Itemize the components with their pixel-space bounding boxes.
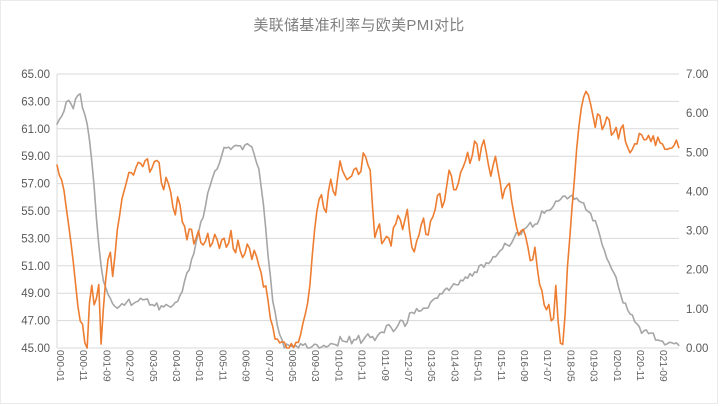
svg-text:008-05: 008-05: [286, 350, 297, 382]
svg-text:47.00: 47.00: [21, 316, 50, 328]
svg-text:014-03: 014-03: [448, 350, 459, 382]
svg-text:011-09: 011-09: [379, 350, 390, 381]
svg-text:015-01: 015-01: [472, 350, 483, 382]
svg-text:021-09: 021-09: [657, 350, 668, 382]
svg-text:017-07: 017-07: [541, 350, 552, 382]
svg-text:6.00: 6.00: [686, 108, 708, 120]
svg-text:63.00: 63.00: [21, 96, 50, 108]
svg-text:61.00: 61.00: [21, 124, 50, 136]
svg-text:016-09: 016-09: [518, 350, 529, 382]
svg-text:51.00: 51.00: [21, 261, 50, 273]
svg-text:5.00: 5.00: [686, 147, 708, 159]
svg-text:015-11: 015-11: [495, 350, 506, 381]
svg-text:005-11: 005-11: [216, 350, 227, 381]
svg-text:020-01: 020-01: [611, 350, 622, 382]
svg-text:0.00: 0.00: [686, 343, 708, 355]
svg-text:012-07: 012-07: [402, 350, 413, 382]
svg-text:7.00: 7.00: [686, 69, 708, 81]
svg-text:018-05: 018-05: [564, 350, 575, 382]
svg-text:000-11: 000-11: [77, 350, 88, 381]
svg-text:65.00: 65.00: [21, 69, 50, 81]
svg-text:1.00: 1.00: [686, 304, 708, 316]
svg-text:45.00: 45.00: [21, 343, 50, 355]
svg-text:020-11: 020-11: [634, 350, 645, 381]
svg-text:009-03: 009-03: [309, 350, 320, 382]
svg-text:3.00: 3.00: [686, 226, 708, 238]
svg-text:004-03: 004-03: [170, 350, 181, 382]
svg-text:57.00: 57.00: [21, 179, 50, 191]
svg-text:003-05: 003-05: [147, 350, 158, 382]
svg-text:010-01: 010-01: [332, 350, 343, 382]
svg-text:2.00: 2.00: [686, 265, 708, 277]
svg-text:001-09: 001-09: [100, 350, 111, 382]
svg-text:55.00: 55.00: [21, 206, 50, 218]
svg-text:53.00: 53.00: [21, 233, 50, 245]
svg-text:019-03: 019-03: [588, 350, 599, 382]
svg-text:013-05: 013-05: [425, 350, 436, 382]
svg-text:005-01: 005-01: [193, 350, 204, 382]
svg-text:007-07: 007-07: [263, 350, 274, 382]
svg-text:000-01: 000-01: [54, 350, 65, 382]
svg-text:010-11: 010-11: [356, 350, 367, 381]
svg-text:59.00: 59.00: [21, 151, 50, 163]
svg-text:4.00: 4.00: [686, 186, 708, 198]
svg-text:002-07: 002-07: [124, 350, 135, 382]
svg-text:49.00: 49.00: [21, 288, 50, 300]
svg-text:006-09: 006-09: [240, 350, 251, 382]
